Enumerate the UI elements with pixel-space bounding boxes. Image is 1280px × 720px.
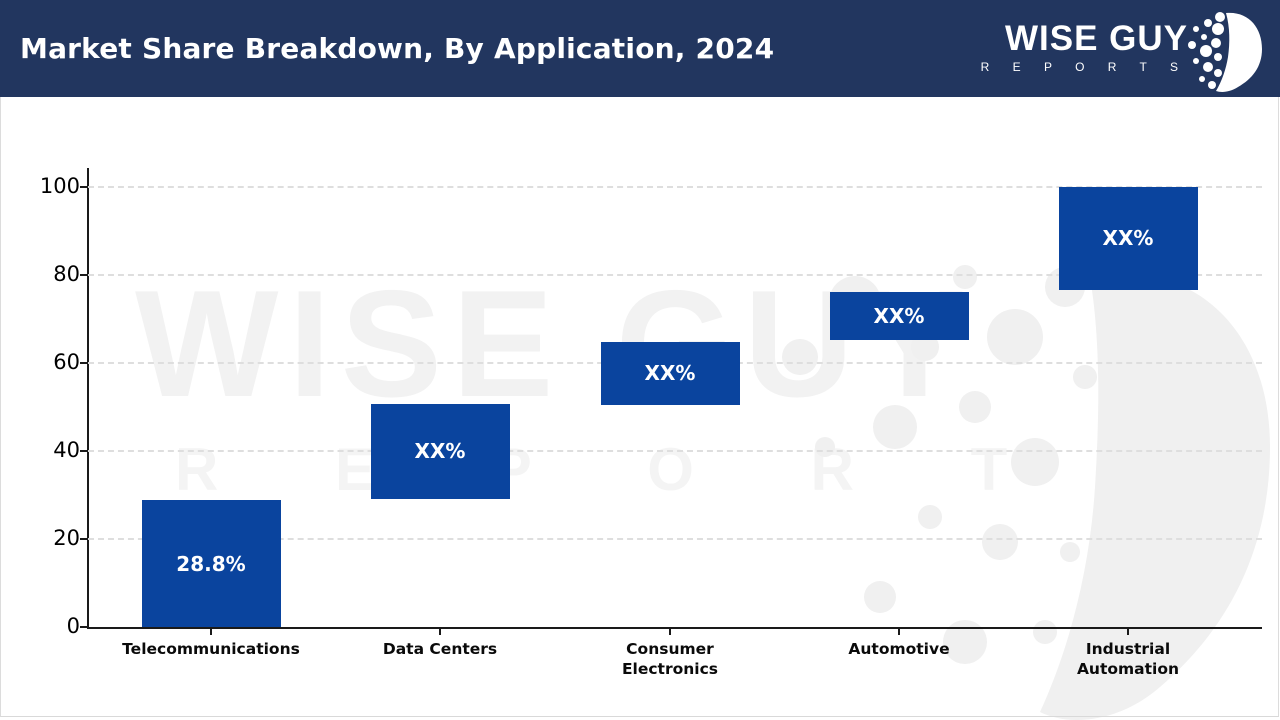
- x-category-label: Automotive: [784, 639, 1014, 659]
- y-tick-mark: [80, 362, 87, 364]
- gridline-y100: [88, 186, 1262, 188]
- x-category-label: Consumer Electronics: [555, 639, 785, 679]
- y-tick-label: 80: [53, 262, 80, 286]
- bar-value-label: XX%: [644, 361, 696, 386]
- x-axis-line: [87, 627, 1262, 629]
- y-tick-mark: [80, 538, 87, 540]
- bar-data-centers: XX%: [370, 403, 510, 499]
- y-tick-mark: [80, 450, 87, 452]
- bar-value-label: XX%: [414, 439, 466, 464]
- y-tick-mark: [80, 186, 87, 188]
- x-category-label-line: Automotive: [848, 640, 950, 658]
- watermark-text-line2: R E P O R T S: [175, 436, 1214, 503]
- bar-automotive: XX%: [829, 292, 969, 341]
- x-tick-mark: [669, 627, 671, 635]
- y-tick-mark: [80, 626, 87, 628]
- x-category-label-line: Industrial: [1085, 640, 1171, 658]
- x-category-label-line: Electronics: [621, 660, 719, 678]
- x-category-label: Telecommunications: [96, 639, 326, 659]
- wiseguy-logo-text: WISE GUY R E P O R T S: [980, 18, 1188, 74]
- x-tick-mark: [210, 627, 212, 635]
- bar-value-label: 28.8%: [176, 551, 246, 576]
- bar-industrial-automation: XX%: [1058, 187, 1198, 290]
- bar-telecommunications: 28.8%: [141, 500, 281, 627]
- x-category-label-line: Data Centers: [382, 640, 498, 658]
- watermark-text-line1: WISE GUY: [135, 259, 976, 429]
- chart-plot-area: WISE GUY R E P O R T S 0 20 40 60 80 100 28.8%…: [0, 97, 1280, 720]
- gridline-y80: [88, 274, 1262, 276]
- x-category-label-line: Consumer: [626, 640, 714, 658]
- gridline-y20: [88, 538, 1262, 540]
- header-bar: Market Share Breakdown, By Application, …: [0, 0, 1280, 97]
- x-category-label: Industrial Automation: [1013, 639, 1243, 679]
- y-tick-label: 100: [39, 174, 80, 198]
- wiseguy-face-icon: [1188, 11, 1262, 92]
- y-tick-label: 60: [53, 350, 80, 374]
- x-category-label-line: Automation: [1076, 660, 1180, 678]
- y-tick-mark: [80, 274, 87, 276]
- y-axis-line: [87, 168, 89, 629]
- bar-value-label: XX%: [873, 304, 925, 329]
- x-category-label: Data Centers: [325, 639, 555, 659]
- gridline-y40: [88, 450, 1262, 452]
- wiseguy-logo: WISE GUY R E P O R T S: [981, 3, 1266, 95]
- bar-consumer-electronics: XX%: [600, 341, 740, 405]
- wiseguy-logo-name: WISE GUY: [1004, 18, 1188, 58]
- x-tick-mark: [1127, 627, 1129, 635]
- x-tick-mark: [439, 627, 441, 635]
- y-tick-label: 20: [53, 526, 80, 550]
- y-tick-label: 0: [66, 614, 80, 638]
- wiseguy-logo-tagline: R E P O R T S: [980, 59, 1188, 74]
- page-title: Market Share Breakdown, By Application, …: [20, 32, 775, 65]
- x-category-label-line: Telecommunications: [122, 640, 300, 658]
- y-tick-label: 40: [53, 438, 80, 462]
- bar-value-label: XX%: [1102, 226, 1154, 251]
- x-tick-mark: [898, 627, 900, 635]
